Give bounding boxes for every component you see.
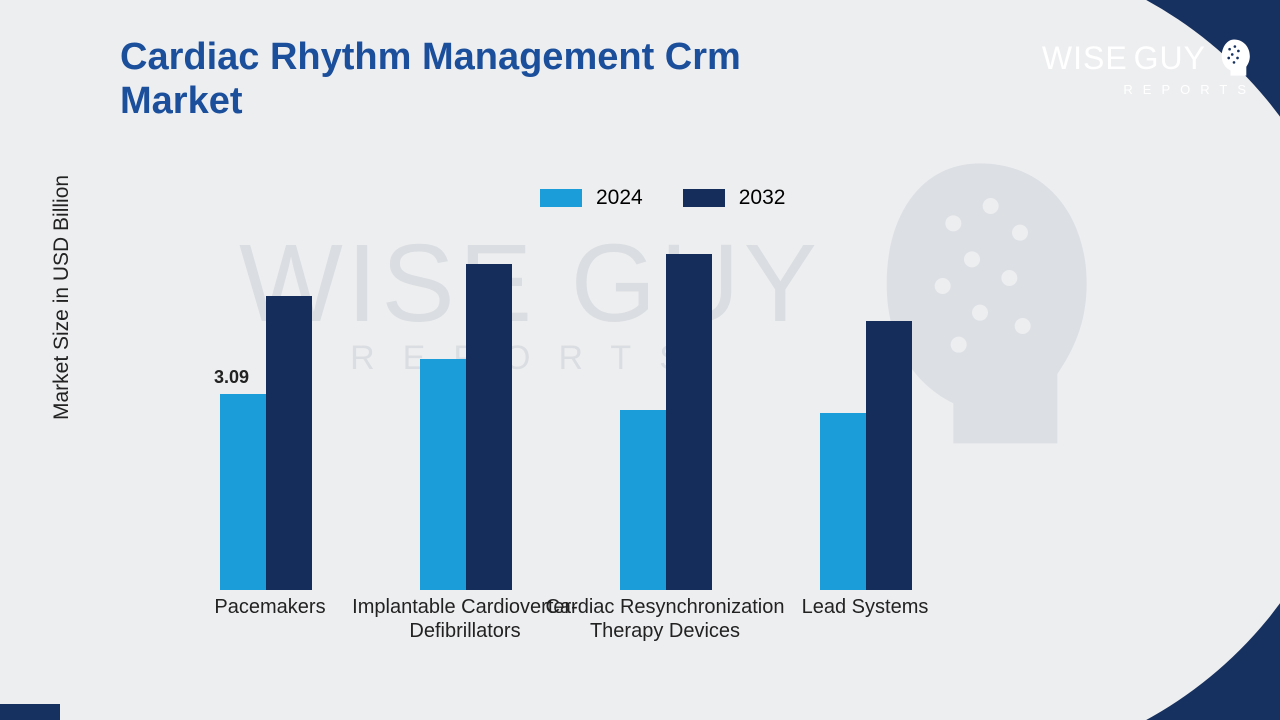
bar-2032 [866, 321, 912, 590]
brand-head-icon [1212, 36, 1256, 80]
bar-2032 [266, 296, 312, 591]
legend-label: 2024 [596, 186, 643, 210]
legend-label: 2032 [739, 186, 786, 210]
bar-2024 [620, 410, 666, 591]
x-axis-category-label: Lead Systems [770, 595, 960, 619]
legend-item-2024: 2024 [540, 186, 643, 210]
brand-subline: REPORTS [1042, 82, 1256, 97]
brand-name-part2: GUY [1134, 40, 1206, 77]
legend-swatch [683, 189, 725, 207]
plot-area: 3.09 [160, 210, 920, 590]
legend-item-2032: 2032 [683, 186, 786, 210]
x-axis-category-label: Cardiac Resynchronization Therapy Device… [540, 595, 790, 643]
legend-swatch [540, 189, 582, 207]
bar-value-label: 3.09 [214, 367, 249, 388]
y-axis-label: Market Size in USD Billion [50, 175, 74, 420]
brand-name-part1: WISE [1042, 40, 1128, 77]
brand-block: WISE GUY REPORTS [1042, 36, 1256, 97]
bar-2032 [666, 254, 712, 590]
chart-area: Market Size in USD Billion 3.09 Pacemake… [60, 170, 940, 690]
bar-2032 [466, 264, 512, 590]
bar-2024 [820, 413, 866, 590]
bottom-accent-bar [0, 704, 60, 720]
legend: 2024 2032 [540, 186, 785, 210]
brand-name: WISE GUY [1042, 36, 1256, 80]
bar-2024 [220, 394, 266, 590]
page-root: WISE GUY REPORTS Cardiac Rhythm Manageme… [0, 0, 1280, 720]
bar-2024 [420, 359, 466, 590]
chart-title: Cardiac Rhythm Management Crm Market [120, 36, 840, 123]
